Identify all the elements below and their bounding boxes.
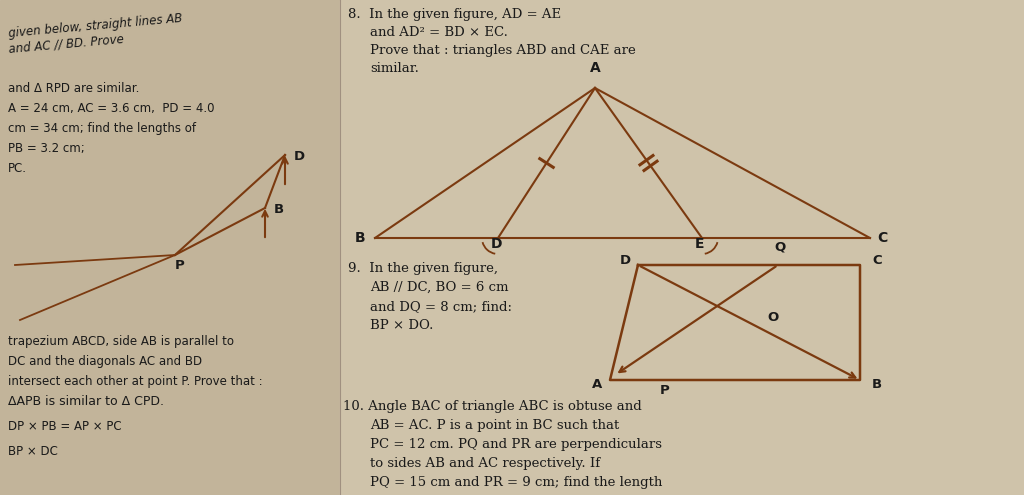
Text: B: B <box>274 203 284 216</box>
Bar <box>340 0 1024 495</box>
Text: PC = 12 cm. PQ and PR are perpendiculars: PC = 12 cm. PQ and PR are perpendiculars <box>370 438 662 451</box>
Text: ΔAPB is similar to Δ CPD.: ΔAPB is similar to Δ CPD. <box>8 395 164 408</box>
Text: O: O <box>767 311 778 324</box>
Text: DP × PB = AP × PC: DP × PB = AP × PC <box>8 420 122 433</box>
Text: PC.: PC. <box>8 162 27 175</box>
Text: and DQ = 8 cm; find:: and DQ = 8 cm; find: <box>370 300 512 313</box>
Text: P: P <box>175 259 185 272</box>
Text: C: C <box>872 254 882 267</box>
Text: BP × DC: BP × DC <box>8 445 58 458</box>
Text: B: B <box>354 231 366 245</box>
Text: A: A <box>592 378 602 391</box>
Text: Q: Q <box>774 241 785 254</box>
Text: B: B <box>872 378 882 391</box>
Text: AB = AC. P is a point in BC such that: AB = AC. P is a point in BC such that <box>370 419 620 432</box>
Text: PB = 3.2 cm;: PB = 3.2 cm; <box>8 142 85 155</box>
Text: and AD² = BD × EC.: and AD² = BD × EC. <box>370 26 508 39</box>
Text: similar.: similar. <box>370 62 419 75</box>
Text: 8.  In the given figure, AD = AE: 8. In the given figure, AD = AE <box>348 8 561 21</box>
Text: and Δ RPD are similar.: and Δ RPD are similar. <box>8 82 139 95</box>
Text: AB // DC, BO = 6 cm: AB // DC, BO = 6 cm <box>370 281 509 294</box>
Text: cm = 34 cm; find the lengths of: cm = 34 cm; find the lengths of <box>8 122 196 135</box>
Text: A: A <box>590 61 600 75</box>
Text: DC and the diagonals AC and BD: DC and the diagonals AC and BD <box>8 355 202 368</box>
Text: PQ = 15 cm and PR = 9 cm; find the length: PQ = 15 cm and PR = 9 cm; find the lengt… <box>370 476 663 489</box>
Text: trapezium ABCD, side AB is parallel to: trapezium ABCD, side AB is parallel to <box>8 335 234 348</box>
Text: Prove that : triangles ABD and CAE are: Prove that : triangles ABD and CAE are <box>370 44 636 57</box>
Text: P: P <box>660 384 670 397</box>
Text: D: D <box>490 237 502 251</box>
Text: E: E <box>695 237 705 251</box>
Text: 9.  In the given figure,: 9. In the given figure, <box>348 262 498 275</box>
Text: C: C <box>877 231 887 245</box>
Text: intersect each other at point P. Prove that :: intersect each other at point P. Prove t… <box>8 375 262 388</box>
Text: and AC // BD. Prove: and AC // BD. Prove <box>8 32 125 55</box>
Text: D: D <box>294 150 304 163</box>
Text: given below, straight lines AB: given below, straight lines AB <box>8 12 183 40</box>
Bar <box>0 0 340 495</box>
Text: D: D <box>620 254 631 267</box>
Text: to sides AB and AC respectively. If: to sides AB and AC respectively. If <box>370 457 600 470</box>
Text: 10. Angle BAC of triangle ABC is obtuse and: 10. Angle BAC of triangle ABC is obtuse … <box>343 400 642 413</box>
Text: A = 24 cm, AC = 3.6 cm,  PD = 4.0: A = 24 cm, AC = 3.6 cm, PD = 4.0 <box>8 102 214 115</box>
Text: BP × DO.: BP × DO. <box>370 319 433 332</box>
